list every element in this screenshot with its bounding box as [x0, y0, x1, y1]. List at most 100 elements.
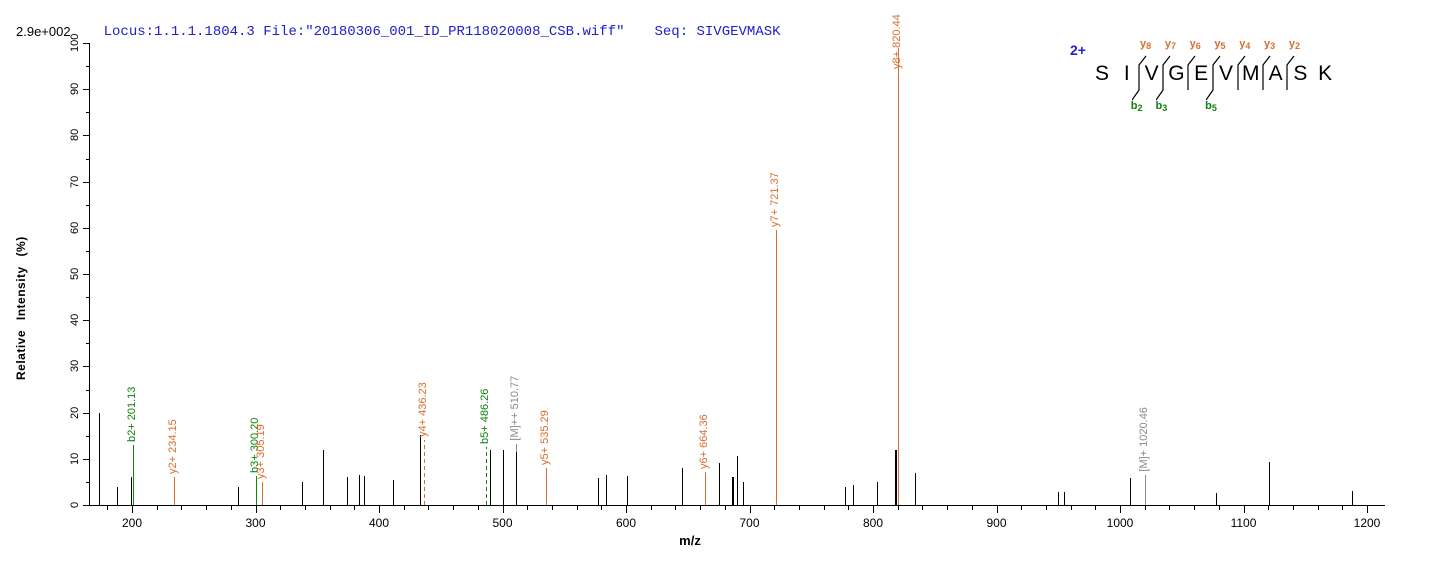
y-tick: [83, 366, 89, 368]
spectrum-peak: [914, 472, 916, 505]
peak-label: y7+ 721.37: [768, 172, 781, 228]
spectrum-peak: [1063, 492, 1065, 505]
x-minor-tick: [453, 506, 455, 510]
x-tick-label: 300: [245, 516, 266, 530]
spectrum-peak: [1352, 491, 1354, 505]
spectrum-peak-M: [1145, 474, 1147, 505]
spectrum-peak: [605, 474, 607, 505]
spectrum-peak-y: [775, 230, 777, 505]
residue-letter: E: [1194, 62, 1209, 85]
peak-label: y2+ 234.15: [167, 419, 180, 475]
spectrum-peak: [853, 485, 855, 505]
y-minor-tick: [86, 66, 89, 68]
peak-label: y4+ 436.23: [416, 382, 429, 438]
x-minor-tick: [1095, 506, 1097, 510]
x-minor-tick: [1342, 506, 1344, 510]
residue-letter: S: [1094, 62, 1109, 85]
x-minor-tick: [329, 506, 331, 510]
x-tick: [996, 506, 998, 513]
x-minor-tick: [1317, 506, 1319, 510]
x-minor-tick: [848, 506, 850, 510]
x-tick: [255, 506, 257, 513]
x-minor-tick: [1292, 506, 1294, 510]
x-minor-tick: [798, 506, 800, 510]
peak-label: y3+ 305.19: [254, 424, 267, 479]
spectrum-peak: [238, 486, 240, 505]
y-tick-label: 40: [69, 314, 81, 327]
seq-text: Seq: SIVGEVMASK: [654, 24, 781, 40]
spectrum-peak: [515, 451, 517, 505]
x-tick-label: 600: [615, 516, 637, 530]
spectrum-peak: [742, 481, 744, 505]
x-minor-tick: [107, 506, 109, 510]
peak-label: b5+ 486.26: [478, 388, 491, 445]
y-tick: [83, 43, 89, 44]
y-tick-label: 100: [69, 33, 81, 53]
y-tick: [83, 89, 89, 91]
y-ion-label: y7: [1164, 38, 1176, 51]
x-minor-tick: [947, 506, 949, 510]
spectrum-peak: [732, 477, 735, 505]
cleavage-mark: [1231, 54, 1247, 107]
residue-letter: V: [1218, 62, 1233, 85]
x-tick-label: 1000: [1106, 516, 1134, 530]
peak-label: b2+ 201.13: [126, 386, 139, 442]
locus-file-text: Locus:1.1.1.1804.3 File:"20180306_001_ID…: [103, 24, 625, 40]
residue-letter: A: [1268, 62, 1283, 85]
y-tick: [83, 227, 89, 229]
x-tick-label: 400: [368, 516, 390, 530]
residue-letter: V: [1144, 62, 1159, 85]
spectrum-peak: [502, 450, 504, 505]
x-tick-label: 900: [986, 516, 1007, 530]
y-tick-label: 70: [69, 175, 81, 188]
spectrum-peak: [323, 450, 325, 505]
x-minor-tick: [304, 506, 306, 510]
y-minor-tick: [86, 389, 89, 391]
max-intensity-label: 2.9e+002: [16, 24, 71, 39]
x-tick-label: 1100: [1230, 516, 1257, 530]
y-minor-tick: [86, 250, 89, 252]
x-minor-tick: [650, 506, 652, 510]
x-minor-tick: [354, 506, 356, 510]
x-tick-label: 1200: [1353, 516, 1381, 530]
spectrum-peak-b: [485, 447, 487, 505]
spectrum-peak: [597, 478, 599, 505]
y-minor-tick: [86, 204, 89, 206]
y-ion-label: y3: [1264, 38, 1276, 51]
spectrum-peak-y: [261, 481, 263, 505]
y-tick: [83, 412, 89, 414]
x-minor-tick: [551, 506, 553, 510]
spectrum-peak: [894, 449, 897, 505]
spectrum-peak: [363, 475, 365, 505]
x-minor-tick: [1194, 506, 1196, 510]
x-minor-tick: [206, 506, 208, 510]
residue-letter: I: [1123, 62, 1130, 85]
x-minor-tick: [971, 506, 973, 510]
cleavage-mark: [1256, 54, 1272, 107]
peak-label: y5+ 535.29: [539, 410, 552, 466]
y-tick: [83, 505, 89, 506]
cleavage-mark: [1131, 54, 1148, 107]
y-ion-label: y8: [1140, 38, 1152, 51]
x-tick-label: 800: [862, 516, 884, 530]
y-tick: [83, 458, 89, 460]
spectrum-peak: [1129, 478, 1131, 505]
spectrum-peak-b: [255, 476, 257, 505]
y-axis-line: [89, 43, 90, 506]
spectrum-peak: [736, 456, 738, 505]
spectrum-peak-y: [546, 468, 548, 505]
x-minor-tick: [576, 506, 578, 510]
x-tick: [132, 506, 133, 513]
spectrum-peak: [1269, 461, 1271, 505]
y-minor-tick: [86, 481, 89, 483]
y-tick-label: 20: [69, 406, 81, 419]
x-minor-tick: [527, 506, 529, 510]
y-ion-label: y4: [1239, 38, 1251, 51]
spectrum-peak: [419, 434, 421, 505]
cleavage-mark: [1155, 54, 1172, 107]
x-minor-tick: [1218, 506, 1220, 510]
spectrum-peak-y: [898, 47, 900, 505]
spectrum-peak: [627, 475, 629, 505]
x-minor-tick: [1268, 506, 1270, 510]
